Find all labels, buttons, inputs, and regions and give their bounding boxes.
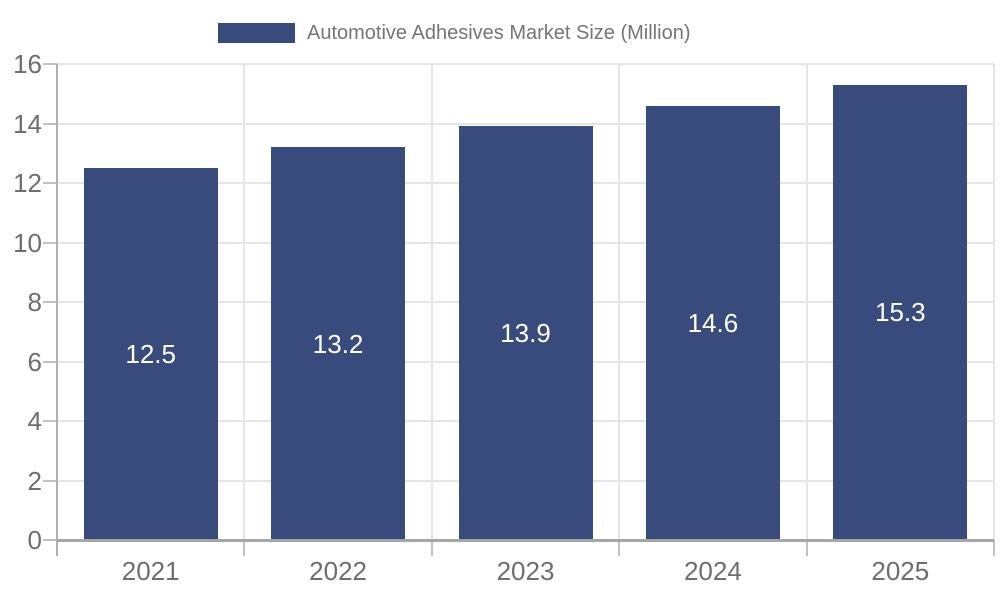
bar-value-label: 15.3 [874,297,926,328]
bar-2022[interactable] [271,147,406,540]
x-axis-tick [243,540,246,556]
bar-2024[interactable] [645,105,780,540]
x-axis-tick [618,540,621,556]
h-gridline [57,63,994,65]
y-axis-tick [43,479,57,482]
y-axis-tick [43,241,57,244]
x-axis-tick-label: 2024 [683,556,742,586]
y-axis-tick-label: 6 [27,346,42,377]
y-axis-tick-label: 16 [13,49,42,79]
v-gridline [805,64,808,540]
x-axis-tick-label: 2022 [309,556,368,586]
y-axis-tick [43,63,57,65]
x-axis-line [57,539,994,542]
y-axis-tick-label: 8 [27,287,42,317]
y-axis-tick [43,360,57,363]
x-axis-tick [993,540,995,556]
y-axis-tick-label: 2 [27,465,42,496]
x-axis-tick-label: 2025 [871,556,930,586]
bar-value-label: 13.2 [312,328,364,359]
v-gridline [430,64,433,540]
v-gridline [618,64,621,540]
y-axis-tick-label: 0 [27,525,42,555]
bar-value-label: 14.6 [687,307,739,338]
y-axis-tick-label: 14 [13,108,42,139]
y-axis-tick-label: 10 [13,227,42,258]
y-axis-tick [43,539,57,541]
bar-2021[interactable] [83,168,218,540]
x-axis-tick [430,540,433,556]
y-axis-tick-label: 12 [13,168,42,198]
y-axis-tick-label: 4 [27,406,42,436]
y-axis-tick [43,301,57,303]
y-axis-tick [43,122,57,125]
v-gridline [993,64,995,540]
bar-value-label: 12.5 [125,339,176,370]
y-axis-line [56,64,58,556]
v-gridline [243,64,246,540]
x-axis-tick-label: 2021 [121,556,180,586]
legend-swatch [218,23,295,43]
bar-2025[interactable] [833,84,968,540]
y-axis-tick [43,182,57,184]
y-axis-tick [43,420,57,422]
bar-2023[interactable] [458,126,593,540]
h-gridline [57,122,994,125]
bar-value-label: 13.9 [500,318,551,349]
x-axis-tick [805,540,808,556]
legend-label: Automotive Adhesives Market Size (Millio… [307,21,691,44]
x-axis-tick-label: 2023 [496,556,555,586]
legend-item[interactable]: Automotive Adhesives Market Size (Millio… [218,21,691,44]
